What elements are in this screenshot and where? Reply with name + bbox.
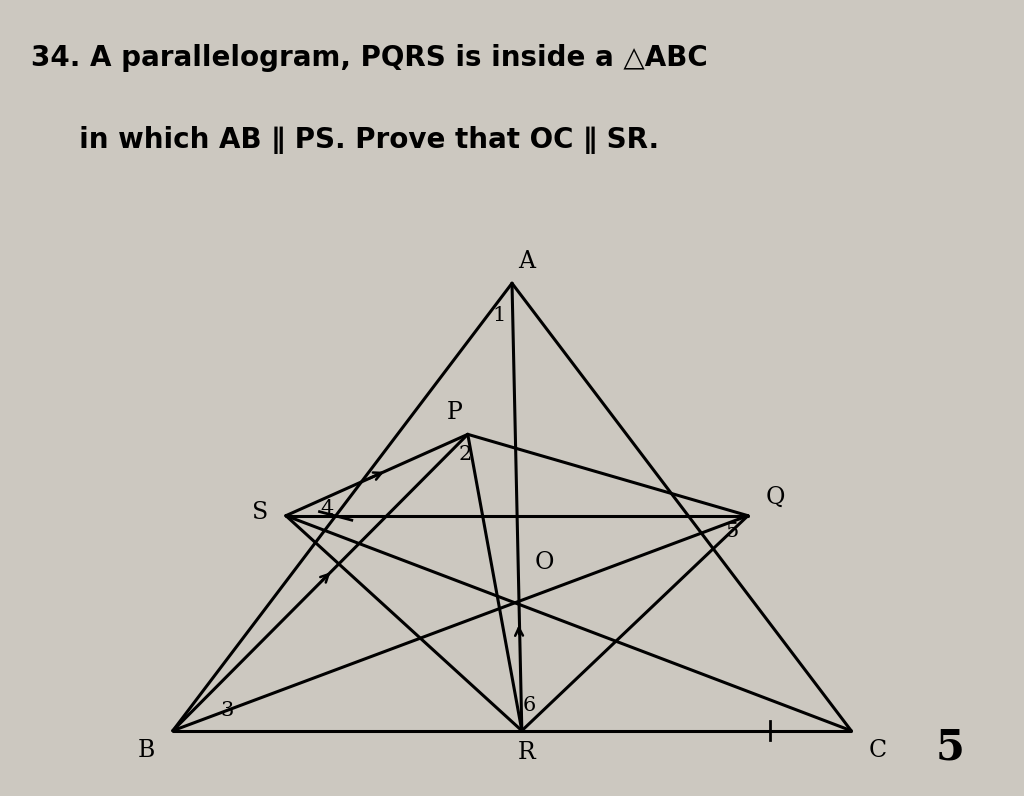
Text: 6: 6 — [523, 696, 537, 715]
Text: P: P — [446, 401, 463, 424]
Text: 5: 5 — [726, 522, 739, 540]
Text: 5: 5 — [935, 727, 965, 768]
Text: 34. A parallelogram, PQRS is inside a △ABC: 34. A parallelogram, PQRS is inside a △A… — [31, 44, 708, 72]
Text: in which AB ∥ PS. Prove that OC ∥ SR.: in which AB ∥ PS. Prove that OC ∥ SR. — [31, 126, 658, 154]
Text: C: C — [868, 739, 887, 763]
Text: S: S — [252, 501, 268, 525]
Text: R: R — [518, 741, 536, 764]
Text: 2: 2 — [458, 445, 471, 464]
Text: 4: 4 — [321, 498, 334, 517]
Text: 3: 3 — [220, 700, 233, 720]
Text: B: B — [138, 739, 156, 763]
Text: O: O — [535, 551, 554, 574]
Text: 1: 1 — [493, 306, 506, 325]
Text: A: A — [518, 250, 536, 273]
Text: Q: Q — [766, 486, 785, 509]
